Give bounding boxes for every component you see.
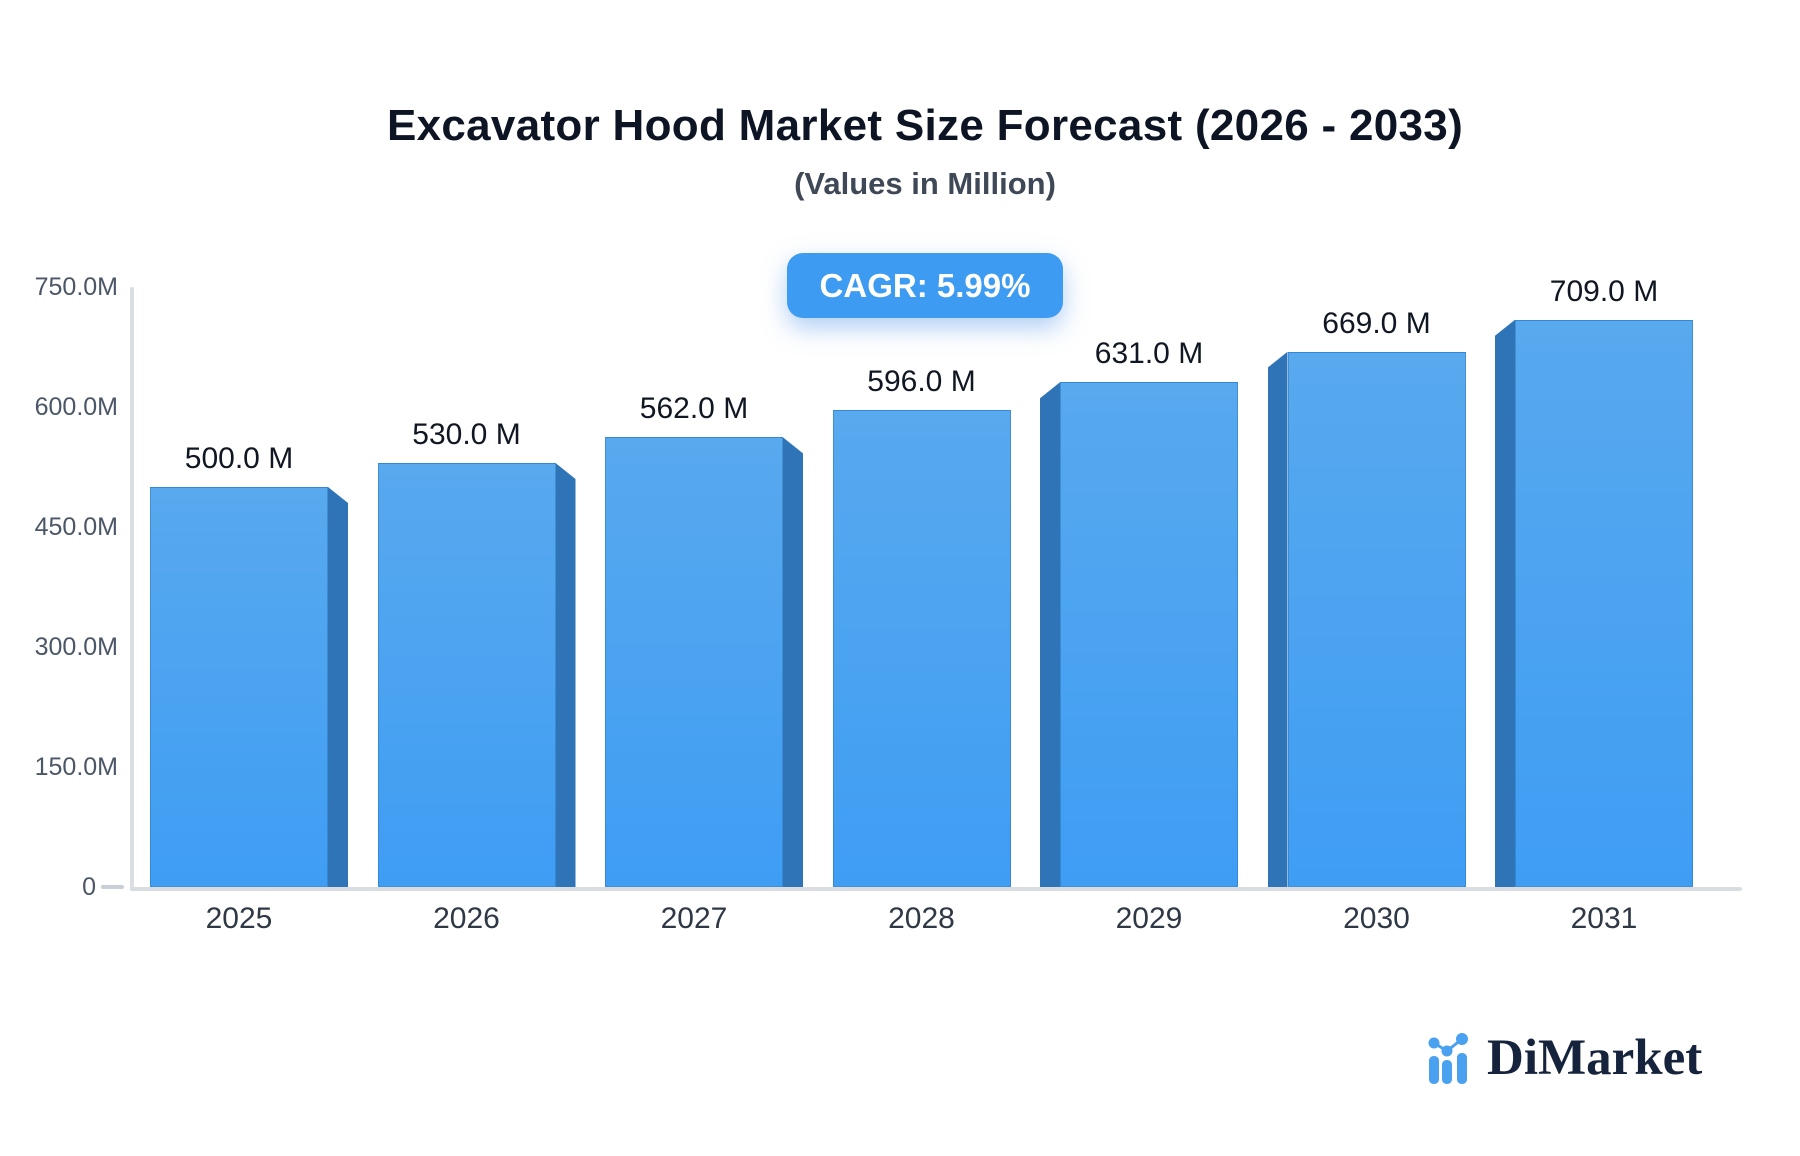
bar-2026[interactable] [377,463,556,887]
bar-value-label: 709.0 M [1549,274,1659,308]
bar-value-label: 530.0 M [412,418,521,451]
x-axis-label: 2025 [205,902,273,935]
y-axis-label: 300.0M [34,633,118,661]
bar-chart-logo-icon [1428,1033,1468,1084]
bar-value-label: 596.0 M [867,365,976,399]
bar-value-label: 669.0 M [1322,306,1431,340]
x-axis-label: 2031 [1570,902,1638,935]
chart-title: Excavator Hood Market Size Forecast (202… [386,101,1464,150]
bar-value-label: 500.0 M [184,442,294,475]
y-axis-label: 0 [82,873,96,901]
cagr-badge: CAGR: 5.99% [786,253,1064,318]
x-axis-label: 2029 [1115,902,1183,935]
y-axis-label: 150.0M [34,753,118,781]
bar-2027-side [783,437,803,887]
y-axis-label: 450.0M [34,513,118,541]
x-axis-label: 2028 [888,902,955,935]
bar-2031[interactable] [1515,319,1693,887]
bar-2028[interactable] [832,410,1011,887]
bar-2031-side [1495,319,1515,887]
bar-value-label: 631.0 M [1094,337,1204,371]
bar-2025[interactable] [150,487,328,887]
x-axis-label: 2027 [660,902,728,935]
y-axis-line [130,287,134,891]
chart-header: Excavator Hood Market Size Forecast (202… [0,104,1800,318]
bar-2027[interactable] [605,437,783,887]
bar-2029-side [1040,382,1060,887]
bar-2030[interactable] [1287,351,1466,887]
bar-2025-side [328,487,348,887]
x-axis-line [130,887,1742,891]
y-axis-label: 600.0M [34,393,118,421]
chart-subtitle: (Values in Million) [794,166,1056,201]
bar-value-label: 562.0 M [639,392,749,426]
x-axis-label: 2030 [1343,902,1410,935]
bar-2030-side [1267,351,1288,887]
zero-tick-mark [101,885,124,889]
x-axis-label: 2026 [433,902,500,935]
bar-2029[interactable] [1060,382,1238,887]
brand-name: DiMarket [1487,1029,1703,1086]
brand-logo: DiMarket [1424,1030,1702,1086]
y-axis-label: 750.0M [34,273,118,301]
bar-2026-side [555,463,576,887]
